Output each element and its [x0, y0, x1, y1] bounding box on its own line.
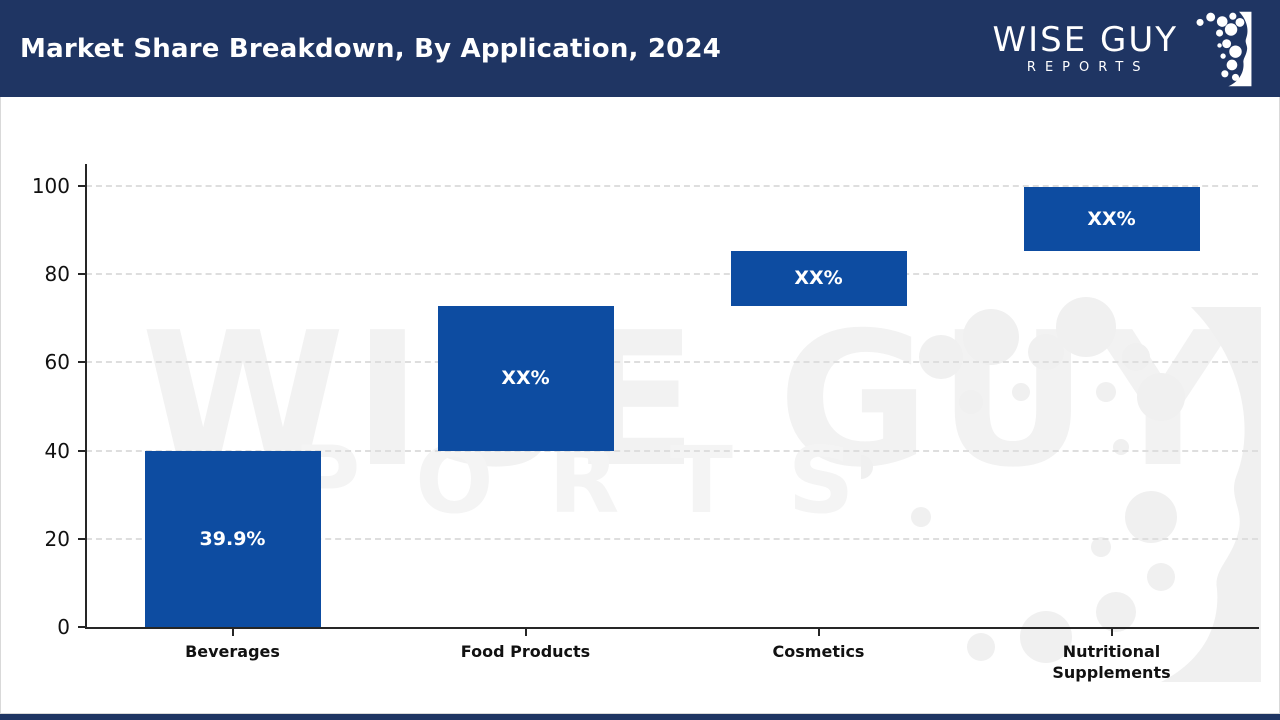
- bar-value-label: XX%: [794, 267, 843, 290]
- footer-bar: [0, 714, 1280, 720]
- bar-food-products[interactable]: XX%: [437, 305, 614, 452]
- page-title: Market Share Breakdown, By Application, …: [20, 33, 722, 64]
- y-tick-80: [78, 273, 86, 276]
- logo-head-dots-icon: [1196, 11, 1252, 86]
- category-label-1: Food Products: [460, 642, 591, 661]
- bar-value-label: XX%: [501, 367, 550, 390]
- bar-nutritional-supplements[interactable]: XX%: [1023, 186, 1200, 251]
- y-tick-20: [78, 537, 86, 540]
- logo-text: WISE GUY REPORTS: [992, 23, 1178, 75]
- y-tick-label-60: 60: [44, 350, 70, 375]
- chart-body: WISE GUY PORTS 0 20 40 60 80 100 39.9% Beverage…: [0, 97, 1280, 714]
- category-label-3: Nutritional Supplements: [1052, 642, 1171, 682]
- bar-beverages[interactable]: 39.9%: [144, 451, 321, 627]
- wiseguy-logo: WISE GUY REPORTS: [992, 10, 1252, 88]
- x-axis: [85, 627, 1259, 629]
- y-tick-label-20: 20: [44, 526, 70, 551]
- x-tick-3: [1110, 629, 1113, 636]
- y-tick-label-40: 40: [44, 438, 70, 463]
- y-tick-40: [78, 449, 86, 452]
- category-label-2: Cosmetics: [772, 642, 865, 661]
- gridline-80: [86, 273, 1258, 276]
- gridline-100: [86, 185, 1258, 187]
- y-tick-label-0: 0: [57, 615, 70, 639]
- gridline-20: [86, 537, 1258, 540]
- header: Market Share Breakdown, By Application, …: [0, 0, 1280, 97]
- gridline-60: [86, 361, 1258, 364]
- bar-cosmetics[interactable]: XX%: [730, 250, 907, 306]
- y-tick-100: [78, 185, 86, 187]
- bar-value-label: 39.9%: [199, 528, 266, 550]
- y-axis: [85, 164, 87, 629]
- category-label-0: Beverages: [185, 642, 280, 661]
- x-tick-1: [524, 629, 527, 636]
- y-tick-label-80: 80: [44, 262, 70, 287]
- x-tick-0: [231, 629, 234, 636]
- bar-value-label: XX%: [1087, 207, 1136, 230]
- y-tick-label-100: 100: [31, 174, 70, 198]
- x-tick-2: [817, 629, 820, 636]
- y-tick-60: [78, 361, 86, 364]
- gridline-40: [86, 449, 1258, 452]
- y-tick-0: [78, 626, 86, 628]
- logo-wordmark: WISE GUY: [992, 19, 1178, 60]
- logo-subtitle: REPORTS: [1026, 59, 1150, 75]
- watermark-head-dots-icon: [861, 297, 1261, 682]
